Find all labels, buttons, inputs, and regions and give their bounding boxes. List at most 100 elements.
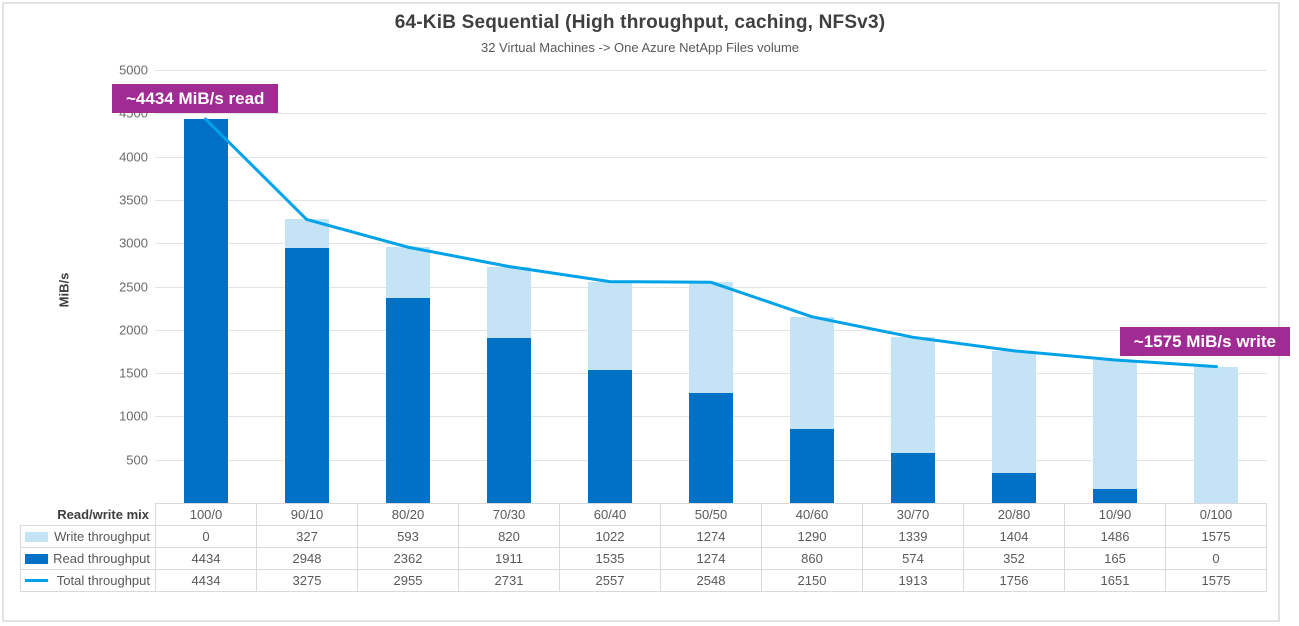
- value-cell: 1404: [963, 525, 1065, 548]
- y-axis-tick-label: 500: [126, 452, 148, 468]
- legend-label: Total throughput: [56, 573, 150, 588]
- write-throughput-bar: [385, 247, 430, 299]
- y-axis-tick-labels: 500 1000 1500 2000 2500 3000 3500 4000 4500 5000: [0, 63, 148, 503]
- value-cell: 2362: [357, 547, 459, 570]
- gridline: [155, 199, 1267, 201]
- read-throughput-bar: [486, 337, 531, 503]
- value-cell: 4434: [155, 547, 257, 570]
- write-throughput-bar: [587, 281, 632, 371]
- write-throughput-bar: [891, 337, 936, 454]
- value-cell: 1575: [1165, 569, 1267, 592]
- legend-swatch-icon: [25, 553, 48, 564]
- value-cell: 3275: [256, 569, 358, 592]
- legend-item: Total throughput: [20, 569, 156, 592]
- legend-label: Write throughput: [54, 529, 150, 544]
- value-cell: 2548: [660, 569, 762, 592]
- read-throughput-bar: [284, 247, 329, 503]
- value-cell: 4434: [155, 569, 257, 592]
- write-throughput-bar: [486, 266, 531, 338]
- annotation-read-callout: ~4434 MiB/s read: [112, 84, 279, 113]
- value-cell: 327: [256, 525, 358, 548]
- table-row-total-throughput: Total throughput 4434 3275 2955 2731 2557 2548…: [20, 569, 1267, 592]
- chart-data-table: Read/write mix 100/0 90/10 80/20 70/30 60/40 5…: [20, 503, 1267, 592]
- gridline: [155, 156, 1267, 158]
- category-cell: 80/20: [357, 503, 459, 526]
- annotation-write-callout: ~1575 MiB/s write: [1119, 327, 1290, 356]
- value-cell: 2150: [761, 569, 863, 592]
- gridline: [155, 113, 1267, 115]
- write-throughput-bar: [1093, 360, 1138, 489]
- value-cell: 0: [155, 525, 257, 548]
- value-cell: 2731: [458, 569, 560, 592]
- category-cell: 20/80: [963, 503, 1065, 526]
- legend-swatch-icon: [25, 579, 48, 582]
- category-cell: 70/30: [458, 503, 560, 526]
- y-axis-tick-label: 3500: [119, 192, 148, 208]
- value-cell: 0: [1165, 547, 1267, 570]
- legend-item: Write throughput: [20, 525, 156, 548]
- legend-swatch-icon: [25, 531, 48, 542]
- row-header-read-write-mix: Read/write mix: [20, 503, 156, 526]
- value-cell: 1339: [862, 525, 964, 548]
- y-axis-tick-label: 1500: [119, 365, 148, 381]
- category-cell: 10/90: [1064, 503, 1166, 526]
- value-cell: 1274: [660, 547, 762, 570]
- category-cell: 100/0: [155, 503, 257, 526]
- read-throughput-bar: [689, 392, 733, 503]
- read-throughput-bar: [385, 298, 430, 503]
- value-cell: 352: [963, 547, 1065, 570]
- category-cell: 0/100: [1165, 503, 1267, 526]
- read-throughput-bar: [790, 428, 835, 503]
- y-axis-tick-label: 3000: [119, 235, 148, 251]
- value-cell: 165: [1064, 547, 1166, 570]
- value-cell: 1274: [660, 525, 762, 548]
- y-axis-tick-label: 4000: [119, 149, 148, 165]
- read-throughput-bar: [992, 472, 1037, 503]
- value-cell: 1535: [559, 547, 661, 570]
- legend-label: Read throughput: [53, 551, 150, 566]
- value-cell: 593: [357, 525, 459, 548]
- write-throughput-bar: [689, 282, 733, 393]
- value-cell: 1756: [963, 569, 1065, 592]
- value-cell: 2557: [559, 569, 661, 592]
- gridline: [155, 243, 1267, 245]
- gridline: [155, 70, 1267, 71]
- chart-subtitle: 32 Virtual Machines -> One Azure NetApp …: [480, 40, 800, 55]
- read-throughput-bar: [891, 453, 936, 503]
- value-cell: 2948: [256, 547, 358, 570]
- y-axis-tick-label: 5000: [119, 62, 148, 78]
- chart-title: 64-KiB Sequential (High throughput, cach…: [394, 12, 886, 33]
- table-row-categories: Read/write mix 100/0 90/10 80/20 70/30 60/40 5…: [20, 503, 1267, 526]
- y-axis-tick-label: 2500: [119, 279, 148, 294]
- value-cell: 2955: [357, 569, 459, 592]
- value-cell: 1290: [761, 525, 863, 548]
- value-cell: 1913: [862, 569, 964, 592]
- legend-item: Read throughput: [20, 547, 156, 570]
- category-cell: 60/40: [559, 503, 661, 526]
- total-throughput-line: [204, 117, 1218, 369]
- value-cell: 1651: [1064, 569, 1166, 592]
- value-cell: 1911: [458, 547, 560, 570]
- table-row-read-throughput: Read throughput 4434 2948 2362 1911 1535 1274 8…: [20, 547, 1267, 570]
- write-throughput-bar: [790, 316, 835, 429]
- value-cell: 860: [761, 547, 863, 570]
- read-throughput-bar: [1093, 488, 1138, 503]
- value-cell: 1486: [1064, 525, 1166, 548]
- read-throughput-bar: [587, 370, 632, 503]
- value-cell: 820: [458, 525, 560, 548]
- y-axis-tick-label: 2000: [119, 322, 148, 338]
- category-cell: 30/70: [862, 503, 964, 526]
- category-cell: 40/60: [761, 503, 863, 526]
- plot-area: [155, 70, 1267, 503]
- write-throughput-bar: [1194, 366, 1239, 503]
- value-cell: 1022: [559, 525, 661, 548]
- value-cell: 574: [862, 547, 964, 570]
- read-throughput-bar: [183, 119, 228, 503]
- table-row-write-throughput: Write throughput 0 327 593 820 1022 1274 1290 13…: [20, 525, 1267, 548]
- category-cell: 90/10: [256, 503, 358, 526]
- y-axis-tick-label: 1000: [119, 408, 148, 424]
- category-cell: 50/50: [660, 503, 762, 526]
- value-cell: 1575: [1165, 525, 1267, 548]
- write-throughput-bar: [992, 350, 1037, 473]
